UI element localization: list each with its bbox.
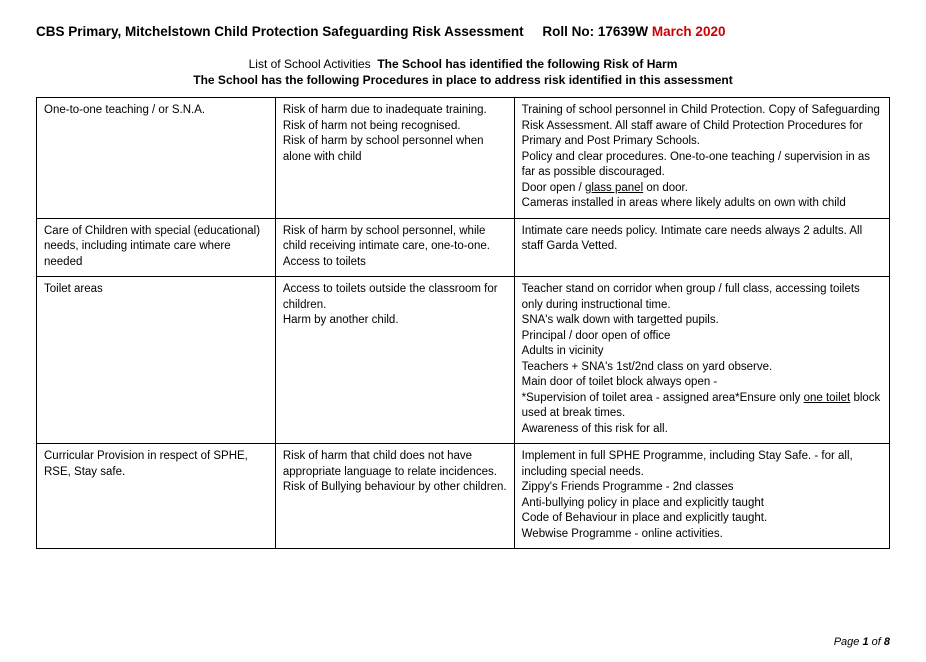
subheading-line1: List of School Activities The School has… (36, 57, 890, 71)
cell-risk: Risk of harm that child does not have ap… (275, 444, 514, 549)
cell-activity: One-to-one teaching / or S.N.A. (37, 98, 276, 219)
risk-assessment-table: One-to-one teaching / or S.N.A. Risk of … (36, 97, 890, 549)
cell-activity: Care of Children with special (education… (37, 218, 276, 277)
cell-procedure: Training of school personnel in Child Pr… (514, 98, 889, 219)
proc-underline: one toilet (804, 392, 851, 404)
cell-procedure: Intimate care needs policy. Intimate car… (514, 218, 889, 277)
table-row: Care of Children with special (education… (37, 218, 890, 277)
cell-procedure: Implement in full SPHE Programme, includ… (514, 444, 889, 549)
cell-risk: Risk of harm by school personnel, while … (275, 218, 514, 277)
proc-underline: glass panel (585, 182, 643, 194)
subhead-light: List of School Activities (249, 57, 371, 71)
footer-page-label: Page (834, 636, 863, 648)
cell-activity: Toilet areas (37, 277, 276, 444)
table-row: Toilet areas Access to toilets outside t… (37, 277, 890, 444)
table-row: Curricular Provision in respect of SPHE,… (37, 444, 890, 549)
proc-pre: Teacher stand on corridor when group / f… (522, 283, 860, 404)
subhead-bold: The School has identified the following … (377, 57, 677, 71)
header-date: March 2020 (652, 24, 726, 39)
cell-risk: Risk of harm due to inadequate training.… (275, 98, 514, 219)
proc-pre: Intimate care needs policy. Intimate car… (522, 225, 863, 253)
cell-procedure: Teacher stand on corridor when group / f… (514, 277, 889, 444)
header-title: CBS Primary, Mitchelstown Child Protecti… (36, 24, 524, 39)
table-row: One-to-one teaching / or S.N.A. Risk of … (37, 98, 890, 219)
page-header: CBS Primary, Mitchelstown Child Protecti… (36, 24, 890, 39)
header-roll: Roll No: 17639W (542, 24, 648, 39)
proc-pre: Training of school personnel in Child Pr… (522, 104, 880, 194)
table-body: One-to-one teaching / or S.N.A. Risk of … (37, 98, 890, 549)
cell-activity: Curricular Provision in respect of SPHE,… (37, 444, 276, 549)
subheading-line2: The School has the following Procedures … (36, 73, 890, 87)
proc-pre: Implement in full SPHE Programme, includ… (522, 450, 853, 540)
footer-of-label: of (869, 636, 884, 648)
cell-risk: Access to toilets outside the classroom … (275, 277, 514, 444)
page-footer: Page 1 of 8 (834, 636, 890, 648)
footer-page-total: 8 (884, 636, 890, 648)
